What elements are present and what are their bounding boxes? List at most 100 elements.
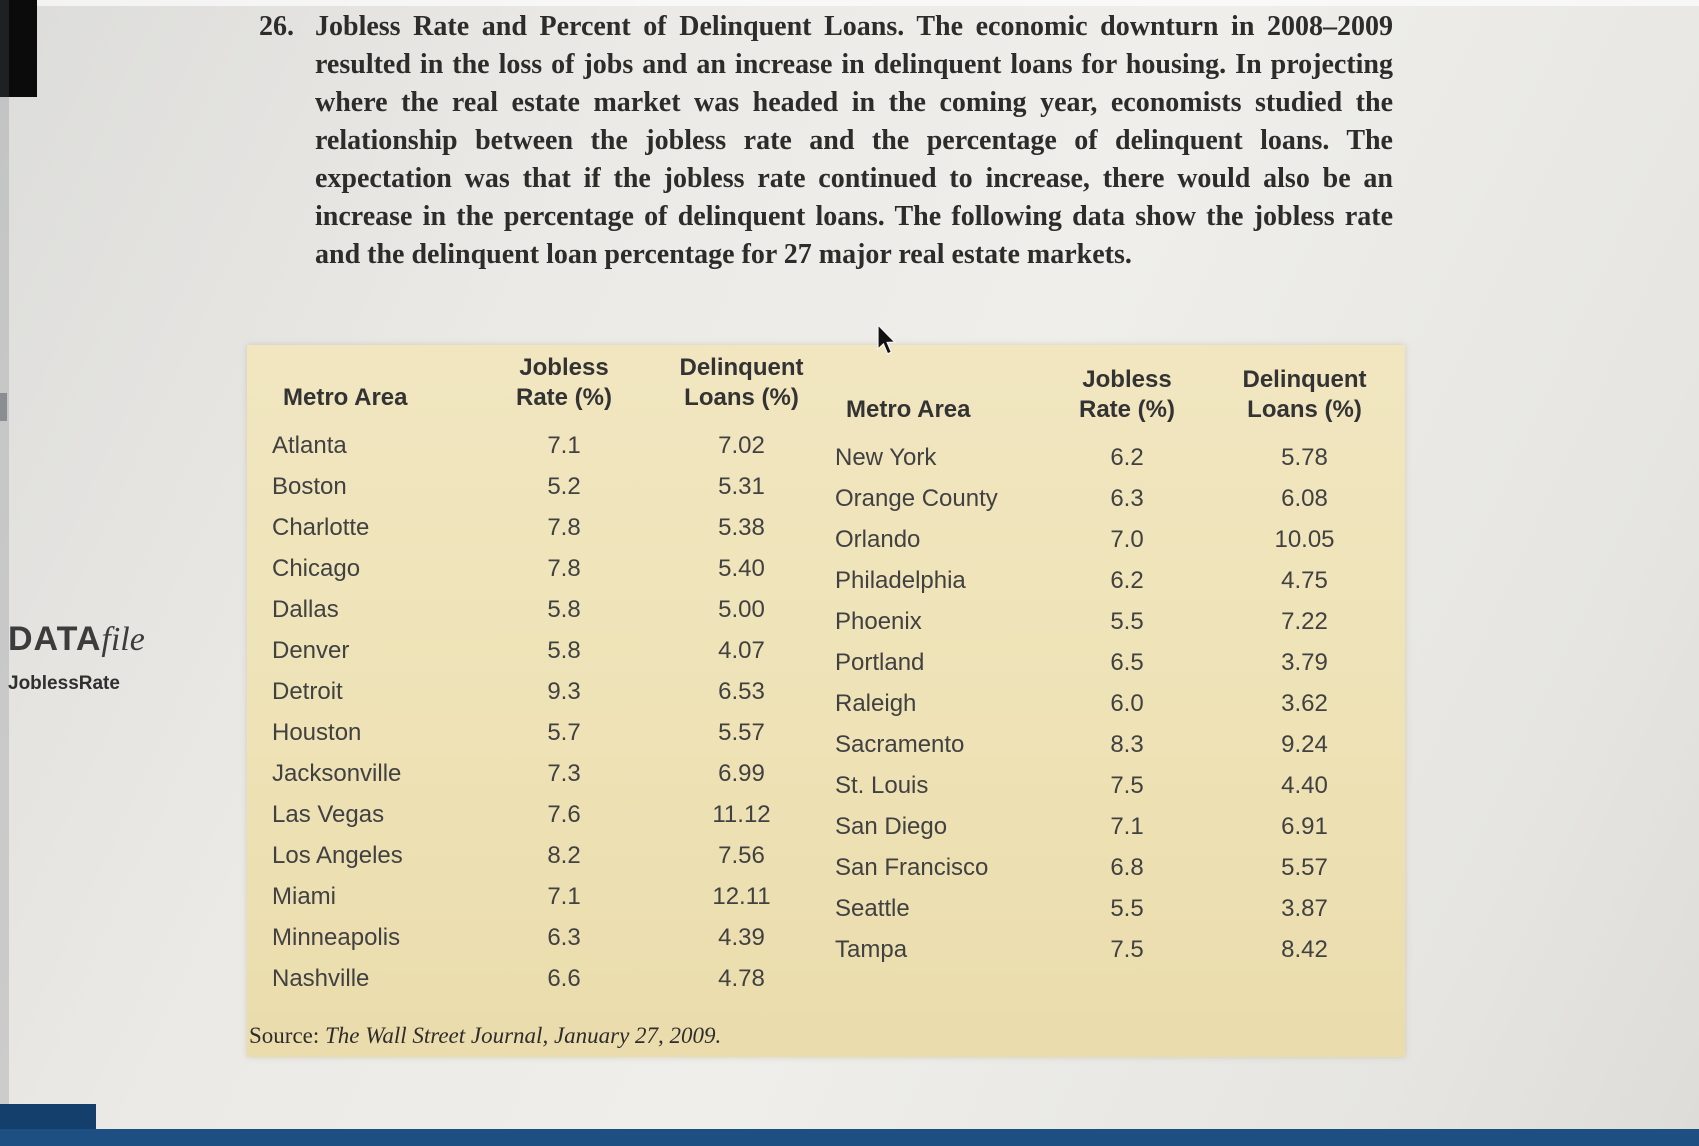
cell-metro-area: Raleigh [835, 689, 917, 717]
table-row: Orlando 7.0 10.05 [832, 519, 1397, 560]
cell-delinquent-loans: 5.57 [718, 718, 765, 746]
datafile-filename: JoblessRate [8, 673, 120, 694]
cell-jobless-rate: 5.8 [547, 595, 581, 623]
cell-metro-area: Phoenix [835, 607, 922, 635]
table-body-right: New York 6.2 5.78 Orange County 6.3 6.08… [832, 437, 1397, 970]
cell-metro-area: Orange County [835, 484, 998, 512]
cell-delinquent-loans: 3.87 [1281, 894, 1328, 922]
table-row: New York 6.2 5.78 [832, 437, 1397, 478]
cell-delinquent-loans: 6.91 [1281, 812, 1328, 840]
cell-delinquent-loans: 6.08 [1281, 484, 1328, 512]
cell-jobless-rate: 8.3 [1110, 730, 1144, 758]
data-table-right: Metro Area Jobless Rate (%) Delinquent L… [832, 365, 1397, 970]
cell-jobless-rate: 6.2 [1110, 566, 1144, 594]
table-row: Boston 5.2 5.31 [269, 466, 834, 507]
cell-jobless-rate: 7.1 [547, 882, 581, 910]
table-body-left: Atlanta 7.1 7.02 Boston 5.2 5.31 Charlot… [269, 425, 834, 999]
datafile-wordmark: DATAfile [8, 620, 145, 659]
cell-jobless-rate: 6.3 [1110, 484, 1144, 512]
page-left-edge-shadow [0, 0, 9, 1146]
header-delinquent-loans: Delinquent Loans (%) [1212, 365, 1397, 437]
cell-delinquent-loans: 5.31 [718, 472, 765, 500]
table-header-right: Metro Area Jobless Rate (%) Delinquent L… [832, 365, 1397, 437]
cell-metro-area: Tampa [835, 935, 908, 963]
header-jobless-line2: Rate (%) [1078, 396, 1175, 423]
header-jobless-rate: Jobless Rate (%) [1042, 365, 1212, 437]
table-row: Nashville 6.6 4.78 [269, 958, 834, 999]
cell-delinquent-loans: 7.22 [1281, 607, 1328, 635]
table-row: Tampa 7.5 8.42 [832, 929, 1397, 970]
mouse-cursor [877, 325, 897, 355]
table-row: Miami 7.1 12.11 [269, 876, 834, 917]
table-row: Dallas 5.8 5.00 [269, 589, 834, 630]
problem-body-text: The economic downturn in 2008–2009 resul… [315, 11, 1394, 270]
cell-metro-area: Atlanta [272, 431, 347, 459]
cell-delinquent-loans: 4.78 [718, 964, 765, 992]
header-delinquent-loans: Delinquent Loans (%) [649, 353, 834, 425]
cell-metro-area: Miami [272, 882, 336, 910]
source-prefix: Source: [249, 1023, 326, 1048]
cell-jobless-rate: 7.5 [1110, 935, 1144, 963]
cell-metro-area: Dallas [272, 595, 339, 623]
cell-delinquent-loans: 3.79 [1281, 648, 1328, 676]
cell-jobless-rate: 7.6 [547, 800, 581, 828]
cell-metro-area: Minneapolis [272, 923, 401, 951]
header-metro-area: Metro Area [283, 384, 408, 411]
header-jobless-rate: Jobless Rate (%) [479, 353, 649, 425]
cell-jobless-rate: 5.5 [1110, 894, 1144, 922]
datafile-label: DATAfile JoblessRate [8, 620, 145, 695]
cell-delinquent-loans: 4.40 [1281, 771, 1328, 799]
cell-metro-area: Jacksonville [272, 759, 402, 787]
cell-metro-area: Philadelphia [835, 566, 966, 594]
cell-delinquent-loans: 5.38 [718, 513, 765, 541]
header-jobless-line2: Rate (%) [515, 384, 612, 411]
cell-metro-area: Seattle [835, 894, 910, 922]
table-row: Portland 6.5 3.79 [832, 642, 1397, 683]
table-row: Philadelphia 6.2 4.75 [832, 560, 1397, 601]
cell-jobless-rate: 7.5 [1110, 771, 1144, 799]
cell-metro-area: Nashville [272, 964, 370, 992]
table-header-left: Metro Area Jobless Rate (%) Delinquent L… [269, 353, 834, 425]
cell-delinquent-loans: 6.53 [718, 677, 765, 705]
cell-delinquent-loans: 4.39 [718, 923, 765, 951]
cell-metro-area: Houston [272, 718, 362, 746]
cell-jobless-rate: 6.3 [547, 923, 581, 951]
cell-metro-area: Denver [272, 636, 350, 664]
cell-delinquent-loans: 8.42 [1281, 935, 1328, 963]
header-delinquent-line2: Loans (%) [1247, 396, 1362, 423]
cell-jobless-rate: 6.6 [547, 964, 581, 992]
problem-number: 26. [259, 11, 294, 42]
cell-jobless-rate: 7.1 [547, 431, 581, 459]
cell-metro-area: San Diego [835, 812, 948, 840]
table-row: Las Vegas 7.6 11.12 [269, 794, 834, 835]
cell-delinquent-loans: 5.57 [1281, 853, 1328, 881]
cell-delinquent-loans: 9.24 [1281, 730, 1328, 758]
cell-metro-area: Boston [272, 472, 347, 500]
cell-delinquent-loans: 4.07 [718, 636, 765, 664]
cell-delinquent-loans: 7.56 [718, 841, 765, 869]
cell-delinquent-loans: 7.02 [718, 431, 765, 459]
cell-jobless-rate: 9.3 [547, 677, 581, 705]
table-row: Sacramento 8.3 9.24 [832, 724, 1397, 765]
cell-jobless-rate: 6.8 [1110, 853, 1144, 881]
data-table-panel: Metro Area Jobless Rate (%) Delinquent L… [247, 345, 1405, 1057]
cell-jobless-rate: 5.2 [547, 472, 581, 500]
cell-delinquent-loans: 4.75 [1281, 566, 1328, 594]
source-citation: Source: The Wall Street Journal, January… [249, 1023, 721, 1049]
cell-delinquent-loans: 12.11 [712, 882, 771, 910]
table-row: Orange County 6.3 6.08 [832, 478, 1397, 519]
cell-metro-area: New York [835, 443, 937, 471]
cell-jobless-rate: 7.8 [547, 513, 581, 541]
datafile-word-file: file [101, 621, 145, 658]
cell-metro-area: Los Angeles [272, 841, 403, 869]
table-row: Phoenix 5.5 7.22 [832, 601, 1397, 642]
table-row: St. Louis 7.5 4.40 [832, 765, 1397, 806]
table-row: Jacksonville 7.3 6.99 [269, 753, 834, 794]
table-row: Los Angeles 8.2 7.56 [269, 835, 834, 876]
cell-delinquent-loans: 10.05 [1274, 525, 1335, 553]
table-row: Houston 5.7 5.57 [269, 712, 834, 753]
page-top-edge-highlight [37, 0, 1699, 6]
cell-jobless-rate: 8.2 [547, 841, 581, 869]
cell-metro-area: Portland [835, 648, 925, 676]
cell-delinquent-loans: 11.12 [712, 800, 771, 828]
